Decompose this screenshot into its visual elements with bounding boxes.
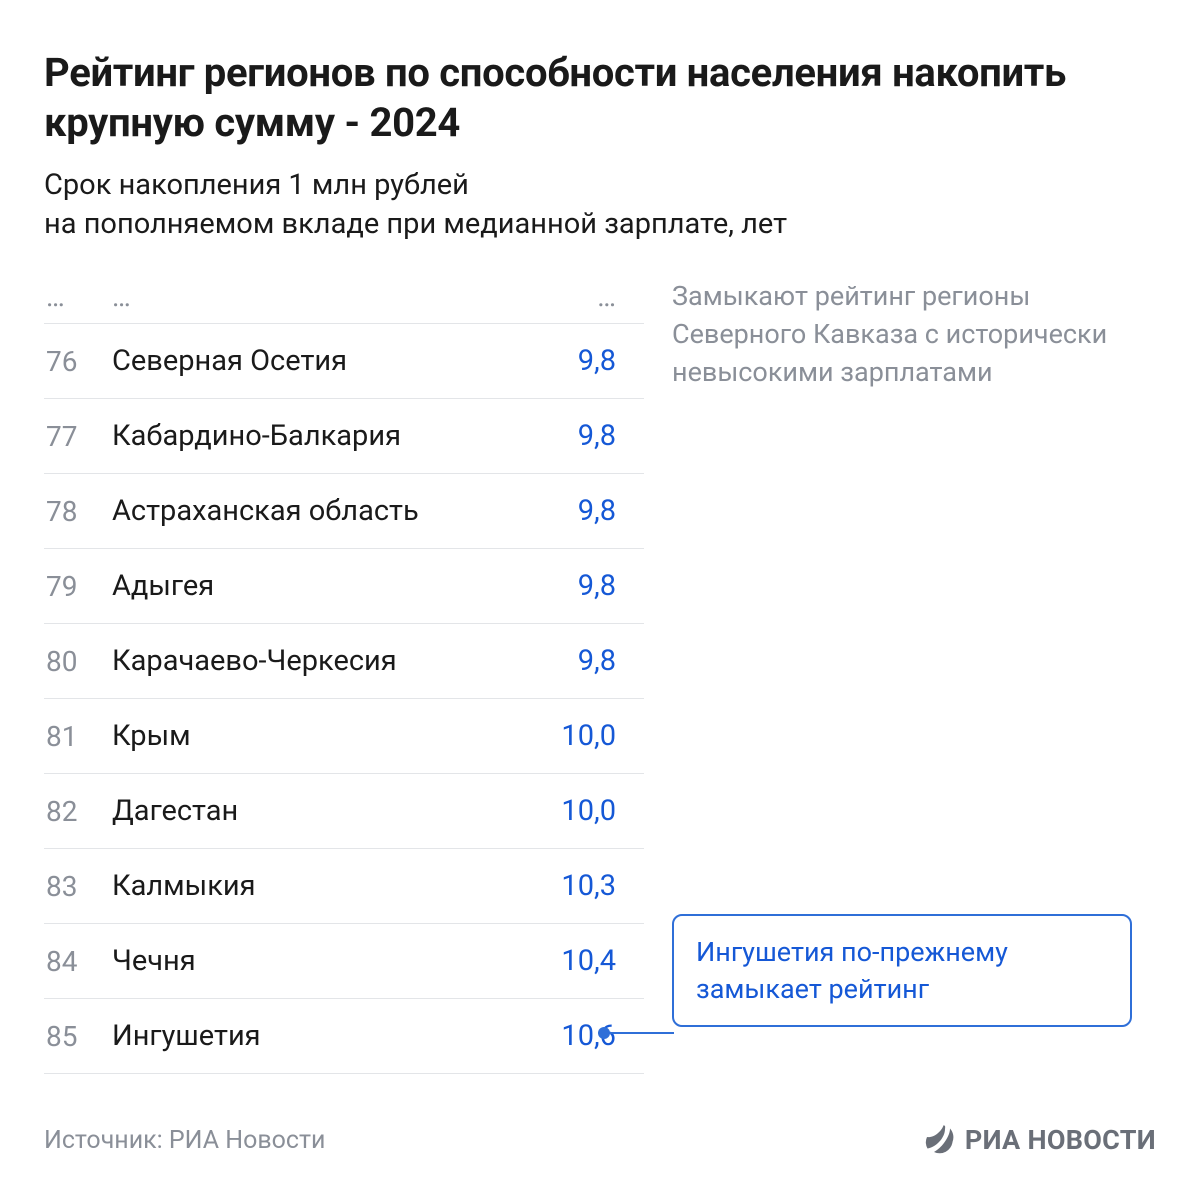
- value-cell: 10,6: [524, 999, 644, 1074]
- side-column: Замыкают рейтинг регионы Северного Кавка…: [672, 274, 1156, 1074]
- table-row: 85Ингушетия10,6: [44, 999, 644, 1074]
- region-cell: Адыгея: [100, 549, 524, 624]
- region-cell: Астраханская область: [100, 474, 524, 549]
- value-cell: 9,8: [524, 474, 644, 549]
- value-cell: 9,8: [524, 399, 644, 474]
- region-cell: Карачаево-Черкесия: [100, 624, 524, 699]
- table-row: 82Дагестан10,0: [44, 774, 644, 849]
- table-row: 80Карачаево-Черкесия9,8: [44, 624, 644, 699]
- publisher-logo: РИА НОВОСТИ: [925, 1124, 1156, 1156]
- table-row: 79Адыгея9,8: [44, 549, 644, 624]
- table-row: 84Чечня10,4: [44, 924, 644, 999]
- callout-text: Ингушетия по-прежнему замыкает рейтинг: [696, 936, 1008, 1004]
- table-row: 76Северная Осетия9,8: [44, 324, 644, 399]
- value-cell: 9,8: [524, 324, 644, 399]
- table-ellipsis-row: … … …: [44, 274, 644, 323]
- region-cell: Дагестан: [100, 774, 524, 849]
- value-cell: 9,8: [524, 624, 644, 699]
- ranking-table-wrap: … … … 76Северная Осетия9,877Кабардино-Ба…: [44, 274, 644, 1074]
- ranking-table: 76Северная Осетия9,877Кабардино-Балкария…: [44, 323, 644, 1074]
- rank-cell: 76: [44, 324, 100, 399]
- rank-cell: 83: [44, 849, 100, 924]
- globe-icon: [925, 1125, 955, 1155]
- rank-cell: 77: [44, 399, 100, 474]
- value-cell: 10,4: [524, 924, 644, 999]
- ellipsis-value: …: [524, 280, 644, 313]
- subtitle-line-1: Срок накопления 1 млн рублей: [44, 168, 469, 202]
- ellipsis-name: …: [100, 280, 524, 313]
- region-cell: Калмыкия: [100, 849, 524, 924]
- region-cell: Ингушетия: [100, 999, 524, 1074]
- rank-cell: 78: [44, 474, 100, 549]
- region-cell: Кабардино-Балкария: [100, 399, 524, 474]
- rank-cell: 80: [44, 624, 100, 699]
- footer: Источник: РИА Новости РИА НОВОСТИ: [44, 1124, 1156, 1156]
- region-cell: Чечня: [100, 924, 524, 999]
- table-row: 83Калмыкия10,3: [44, 849, 644, 924]
- table-row: 77Кабардино-Балкария9,8: [44, 399, 644, 474]
- value-cell: 10,3: [524, 849, 644, 924]
- table-row: 78Астраханская область9,8: [44, 474, 644, 549]
- callout-box: Ингушетия по-прежнему замыкает рейтинг: [672, 914, 1132, 1027]
- subtitle-line-2: на пополняемом вкладе при медианной зарп…: [44, 207, 787, 241]
- region-cell: Крым: [100, 699, 524, 774]
- rank-cell: 79: [44, 549, 100, 624]
- rank-cell: 82: [44, 774, 100, 849]
- rank-cell: 84: [44, 924, 100, 999]
- side-note: Замыкают рейтинг регионы Северного Кавка…: [672, 278, 1156, 391]
- table-row: 81Крым10,0: [44, 699, 644, 774]
- page-title: Рейтинг регионов по способности населени…: [44, 48, 1156, 148]
- region-cell: Северная Осетия: [100, 324, 524, 399]
- source-text: Источник: РИА Новости: [44, 1126, 325, 1155]
- page-subtitle: Срок накопления 1 млн рублей на пополняе…: [44, 166, 1156, 244]
- value-cell: 10,0: [524, 774, 644, 849]
- ellipsis-rank: …: [44, 280, 100, 313]
- rank-cell: 85: [44, 999, 100, 1074]
- callout-connector-line: [604, 1032, 674, 1034]
- value-cell: 9,8: [524, 549, 644, 624]
- rank-cell: 81: [44, 699, 100, 774]
- publisher-logo-text: РИА НОВОСТИ: [965, 1124, 1156, 1156]
- content-area: … … … 76Северная Осетия9,877Кабардино-Ба…: [44, 274, 1156, 1074]
- value-cell: 10,0: [524, 699, 644, 774]
